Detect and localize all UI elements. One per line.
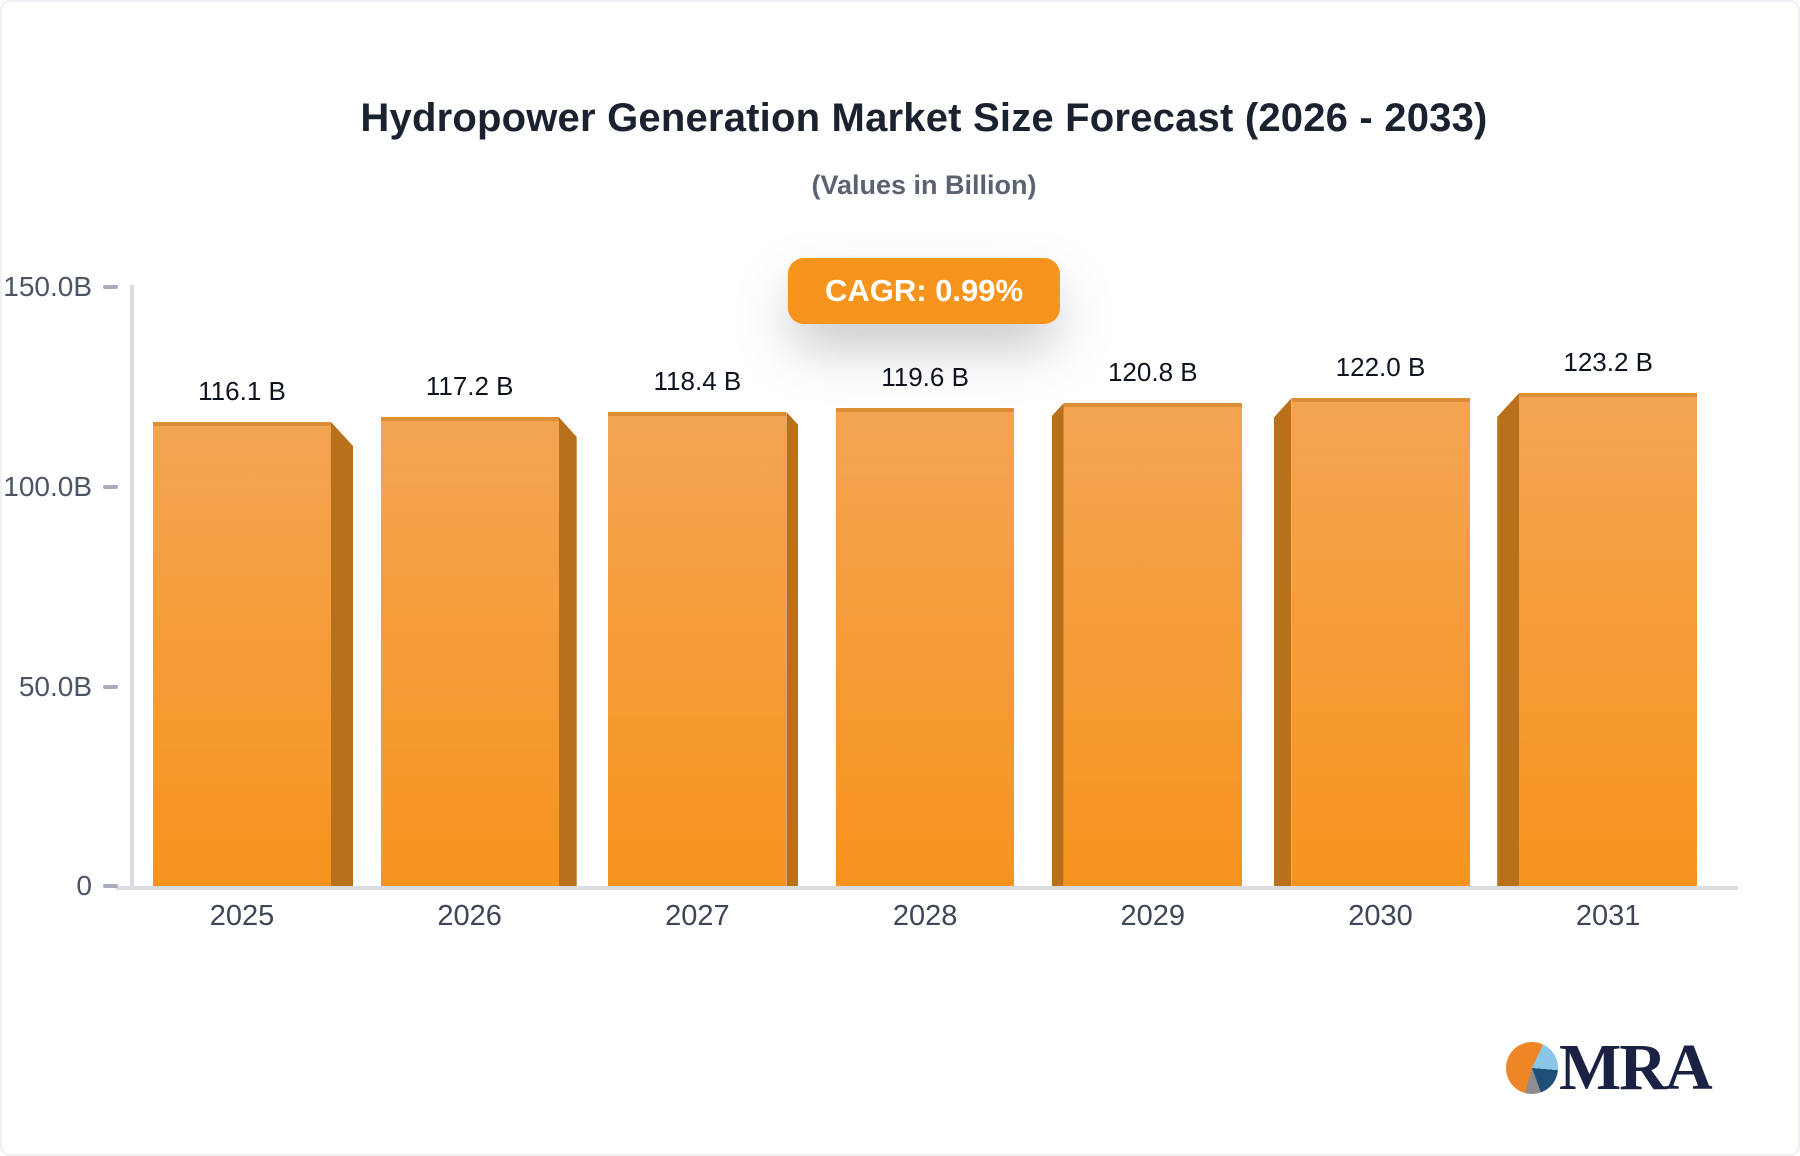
bar-side-2030 [1273,398,1292,886]
y-axis-label-150: 150.0B [3,271,92,302]
y-tick-150 [103,285,118,289]
x-axis-label-2025: 2025 [209,900,275,932]
x-axis-baseline [116,886,1738,890]
bar-2026[interactable] [380,417,559,886]
x-axis-label-2031: 2031 [1575,900,1641,932]
y-axis-label-50: 50.0B [18,671,92,702]
bar-value-label-2026: 117.2 B [425,371,514,401]
y-axis-label-0: 0 [76,870,92,901]
bar-value-label-2031: 123.2 B [1563,347,1653,377]
y-tick-0 [103,884,118,888]
bar-2029[interactable] [1063,403,1242,886]
chart-subtitle: (Values in Billion) [811,170,1037,200]
bar-2025[interactable] [153,422,331,886]
bar-2030[interactable] [1291,398,1470,886]
bar-side-2029 [1051,403,1064,886]
brand-logo: MRA [1506,1031,1713,1104]
y-tick-100 [103,485,118,489]
bar-2028[interactable] [836,408,1015,886]
bar-value-label-2030: 122.0 B [1335,352,1426,382]
bar-side-2026 [558,417,577,886]
bar-side-2027 [786,412,799,886]
cagr-badge: CAGR: 0.99% [787,258,1061,324]
pie-chart-logo-icon [1506,1042,1558,1094]
x-axis-label-2026: 2026 [437,900,502,932]
y-axis-line [130,285,134,886]
bar-value-label-2025: 116.1 B [198,376,286,406]
y-axis-label-100: 100.0B [3,471,92,502]
brand-logo-text: MRA [1559,1031,1713,1104]
bar-value-label-2029: 120.8 B [1107,357,1198,387]
x-axis-label-2027: 2027 [665,900,730,932]
x-axis-label-2028: 2028 [892,900,958,932]
bar-2027[interactable] [608,412,787,886]
chart-title: Hydropower Generation Market Size Foreca… [360,96,1488,140]
y-tick-50 [103,685,118,689]
bar-side-2031 [1497,393,1520,886]
bar-value-label-2028: 119.6 B [881,362,969,392]
x-axis-label-2030: 2030 [1348,900,1413,932]
bar-side-2025 [331,422,353,886]
bar-value-label-2027: 118.4 B [653,366,742,396]
x-axis-label-2029: 2029 [1120,900,1186,932]
bar-2031[interactable] [1519,393,1698,886]
